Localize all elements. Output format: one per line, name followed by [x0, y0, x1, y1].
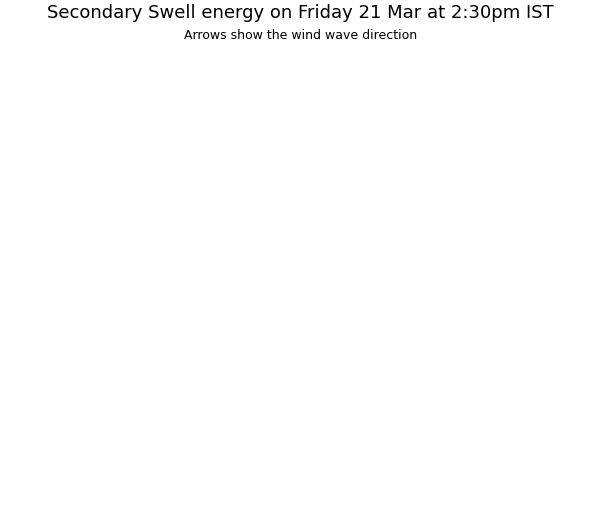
Text: Arrows show the wind wave direction: Arrows show the wind wave direction	[184, 29, 417, 41]
Text: Secondary Swell energy on Friday 21 Mar at 2:30pm IST: Secondary Swell energy on Friday 21 Mar …	[47, 4, 554, 22]
